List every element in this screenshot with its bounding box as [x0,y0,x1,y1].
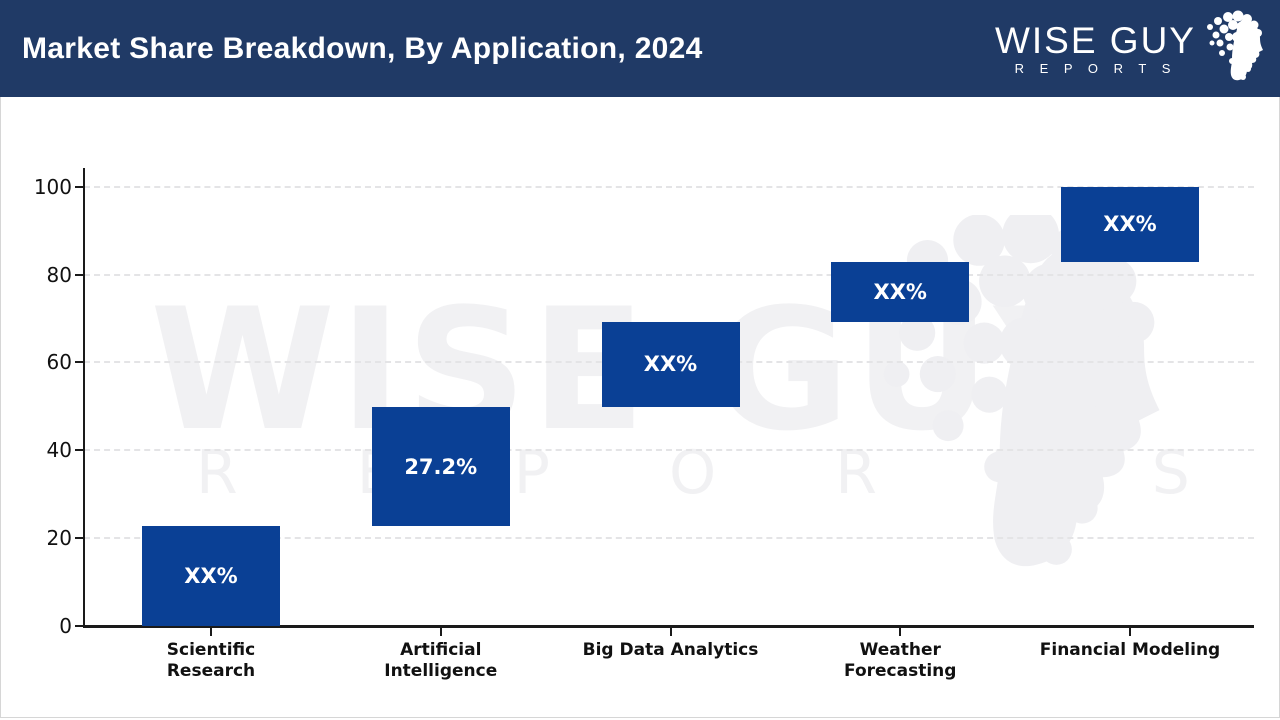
x-tick-label: Weather Forecasting [844,640,957,682]
x-axis-tick [1129,627,1131,636]
logo-text: WISE GUY R E P O R T S [995,22,1196,75]
gridline [84,449,1254,452]
x-tick-label: Big Data Analytics [582,640,759,660]
waterfall-bar: XX% [601,322,740,407]
y-tick-label: 60 [46,350,72,375]
logo-subtitle: R E P O R T S [1014,61,1177,76]
y-tick-label: 0 [59,614,72,638]
x-axis-tick [899,627,902,636]
x-axis-line [83,625,1254,628]
y-tick-label: 100 [33,174,72,199]
waterfall-bar: 27.2% [371,406,510,527]
gridline [84,185,1254,188]
bar-value-label: XX% [643,352,698,377]
waterfall-bar: XX% [1061,186,1199,262]
x-axis-tick [669,627,672,636]
y-axis-tick [75,361,84,364]
x-tick-label: Financial Modeling [1039,640,1221,660]
wiseguy-logo: WISE GUY R E P O R T S [995,10,1266,88]
y-tick-label: 40 [46,438,72,463]
bar-value-label: XX% [184,564,238,589]
y-axis-tick [75,537,84,540]
x-axis-tick [210,627,212,636]
gridline [84,273,1254,276]
y-tick-label: 20 [46,526,72,551]
y-axis-line [83,168,85,628]
bar-value-label: 27.2% [404,454,478,479]
y-axis-tick [75,625,84,627]
y-axis-tick [75,273,84,276]
y-axis-tick [75,185,84,188]
x-tick-label: Scientific Research [166,640,256,682]
gridline [84,537,1254,540]
bar-value-label: XX% [1103,212,1157,237]
waterfall-bar: XX% [831,261,970,323]
header-bar: Market Share Breakdown, By Application, … [0,0,1280,97]
waterfall-bar: XX% [142,526,280,626]
y-axis-tick [75,449,84,452]
page-title: Market Share Breakdown, By Application, … [22,31,703,65]
bar-value-label: XX% [873,279,927,304]
wiseguy-head-icon [1207,10,1263,80]
x-axis-tick [439,627,442,636]
y-tick-label: 80 [46,262,72,287]
x-tick-label: Artificial Intelligence [384,640,498,682]
logo-wordmark: WISE GUY [994,20,1196,61]
